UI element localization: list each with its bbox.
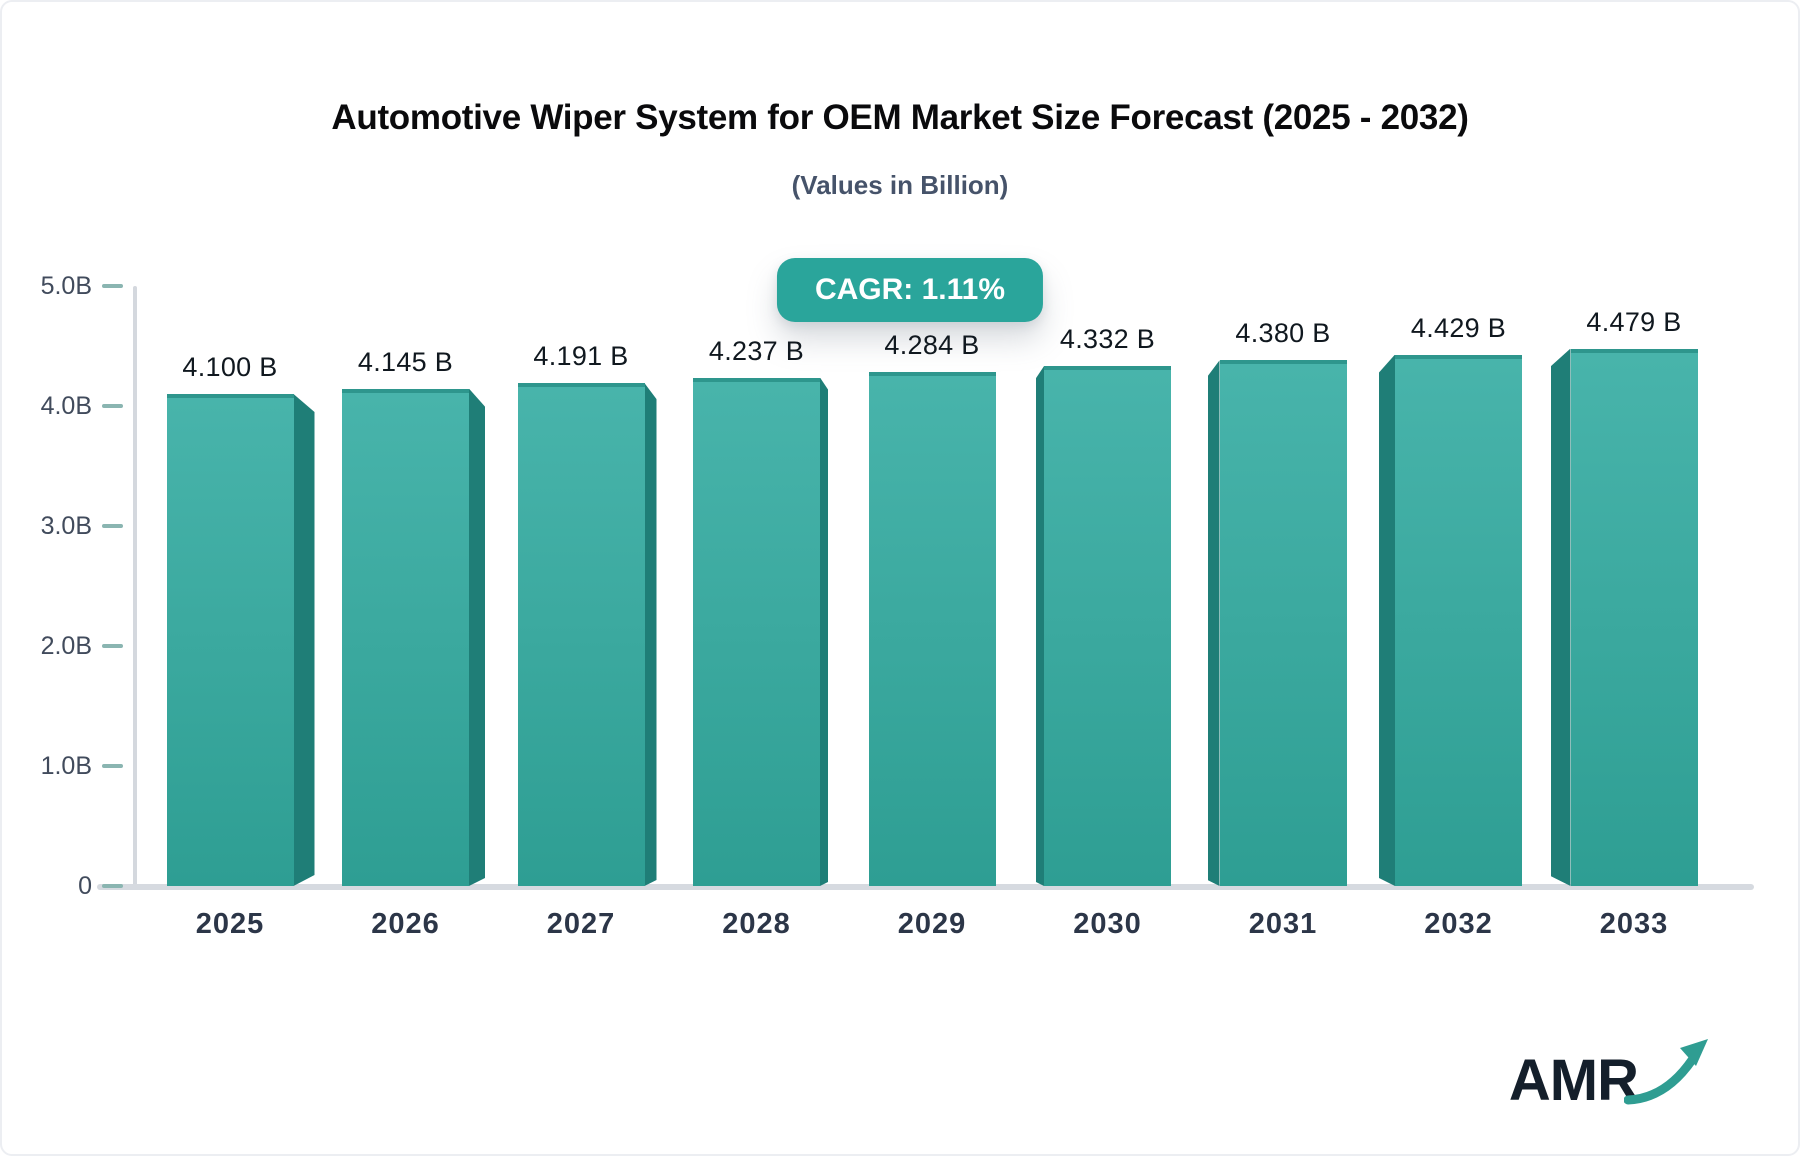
bar-value-label: 4.145 B <box>357 346 454 377</box>
bar-side-face-2030 <box>1036 366 1044 886</box>
bar-value-label: 4.479 B <box>1586 306 1682 337</box>
y-axis-tick-label: 0 <box>78 872 92 900</box>
bar-value-label: 4.429 B <box>1410 312 1507 343</box>
chart-subtitle: (Values in Billion) <box>791 170 1009 200</box>
x-axis-category-label: 2033 <box>1599 908 1669 940</box>
x-axis-category-label: 2028 <box>722 908 791 940</box>
bar-2027 <box>517 383 645 886</box>
y-axis-tick-mark <box>102 284 123 288</box>
bar-2032 <box>1395 354 1522 886</box>
bar-value-label: 4.284 B <box>884 329 980 360</box>
bar-side-face-2025 <box>294 394 315 886</box>
y-axis-tick-label: 2.0B <box>40 632 92 660</box>
x-axis-category-label: 2031 <box>1248 908 1318 940</box>
y-axis-line <box>133 286 137 888</box>
bar-2025 <box>166 394 294 886</box>
bar-value-label: 4.237 B <box>708 335 805 366</box>
x-axis-category-label: 2029 <box>897 908 967 940</box>
bar-side-face-2026 <box>469 389 485 886</box>
y-axis-tick-mark <box>102 524 123 528</box>
y-axis-tick-label: 3.0B <box>40 512 92 540</box>
bar-2029 <box>868 371 996 886</box>
bar-value-label: 4.380 B <box>1235 318 1331 349</box>
bar-value-label: 4.191 B <box>533 341 629 372</box>
x-axis-baseline <box>97 884 1754 890</box>
bar-side-face-2031 <box>1208 360 1220 886</box>
cagr-badge: CAGR: 1.11% <box>776 258 1044 322</box>
y-axis-tick-mark <box>102 644 123 648</box>
amr-logo: AMR <box>1509 1036 1712 1110</box>
amr-logo-text: AMR <box>1508 1048 1639 1113</box>
bar-side-face-2027 <box>645 383 657 886</box>
bar-side-face-2033 <box>1551 349 1571 886</box>
x-axis-category-label: 2032 <box>1424 908 1493 940</box>
chart-title: Automotive Wiper System for OEM Market S… <box>331 98 1469 137</box>
bar-2033 <box>1570 348 1698 886</box>
bar-side-face-2032 <box>1379 355 1395 886</box>
y-axis-tick-label: 4.0B <box>40 392 92 420</box>
y-axis-tick-label: 1.0B <box>40 752 92 780</box>
bar-value-label: 4.100 B <box>182 352 278 382</box>
bar-2030 <box>1044 366 1171 886</box>
y-axis-tick-label: 5.0B <box>40 272 92 300</box>
plot-area: 5.0B 4.0B 3.0B 2.0B 1.0B 0 4.100 B 2025 4.145 B 2… <box>2 272 1798 940</box>
bar-2026 <box>342 388 469 886</box>
x-axis-category-label: 2026 <box>371 908 440 940</box>
x-axis-category-label: 2030 <box>1073 908 1142 940</box>
y-axis-tick-mark <box>102 404 123 408</box>
y-axis-tick-mark <box>102 764 123 768</box>
bar-value-label: 4.332 B <box>1059 324 1156 355</box>
bar-2031 <box>1219 360 1347 886</box>
x-axis-category-label: 2027 <box>546 908 616 940</box>
growth-arrow-icon <box>1624 1039 1708 1105</box>
bar-2028 <box>693 377 820 886</box>
bar-side-face-2028 <box>820 378 828 886</box>
x-axis-category-label: 2025 <box>195 908 265 940</box>
y-axis-tick-mark <box>102 884 123 888</box>
